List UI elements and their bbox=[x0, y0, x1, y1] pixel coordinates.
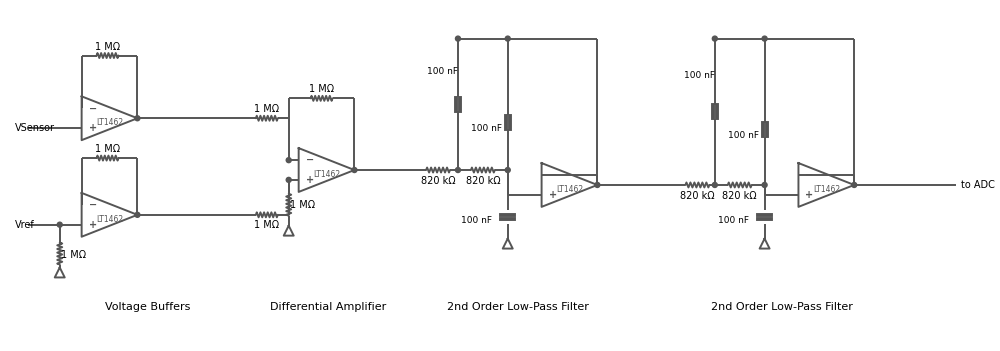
Text: 1 MΩ: 1 MΩ bbox=[95, 41, 120, 52]
Text: 820 kΩ: 820 kΩ bbox=[466, 176, 500, 186]
Text: 1 MΩ: 1 MΩ bbox=[254, 220, 279, 230]
Circle shape bbox=[712, 36, 717, 41]
Circle shape bbox=[286, 177, 291, 183]
Text: LT1462: LT1462 bbox=[313, 170, 340, 179]
Text: 820 kΩ: 820 kΩ bbox=[680, 191, 715, 201]
Text: LT1462: LT1462 bbox=[556, 185, 583, 194]
Text: 1 MΩ: 1 MΩ bbox=[290, 200, 315, 210]
Circle shape bbox=[505, 167, 510, 172]
Circle shape bbox=[57, 222, 62, 227]
Circle shape bbox=[762, 183, 767, 187]
Text: 1 MΩ: 1 MΩ bbox=[309, 84, 334, 94]
Text: 100 nF: 100 nF bbox=[461, 216, 492, 225]
Text: 1 MΩ: 1 MΩ bbox=[95, 144, 120, 154]
Text: −: − bbox=[549, 170, 557, 180]
Circle shape bbox=[595, 183, 600, 187]
Text: −: − bbox=[89, 200, 97, 210]
Text: −: − bbox=[805, 170, 814, 180]
Circle shape bbox=[762, 36, 767, 41]
Text: −: − bbox=[306, 155, 314, 165]
Text: Voltage Buffers: Voltage Buffers bbox=[105, 303, 190, 312]
Text: +: + bbox=[89, 123, 97, 133]
Text: +: + bbox=[549, 190, 557, 200]
Text: 820 kΩ: 820 kΩ bbox=[722, 191, 757, 201]
Circle shape bbox=[455, 36, 460, 41]
Circle shape bbox=[505, 36, 510, 41]
Text: LT1462: LT1462 bbox=[813, 185, 840, 194]
Circle shape bbox=[455, 167, 460, 172]
Text: Differential Amplifier: Differential Amplifier bbox=[270, 303, 387, 312]
Text: 100 nF: 100 nF bbox=[684, 71, 715, 80]
Text: 820 kΩ: 820 kΩ bbox=[421, 176, 455, 186]
Text: +: + bbox=[306, 175, 314, 185]
Circle shape bbox=[286, 158, 291, 163]
Text: Vref: Vref bbox=[15, 220, 35, 230]
Text: −: − bbox=[89, 104, 97, 113]
Text: 100 nF: 100 nF bbox=[471, 124, 502, 133]
Text: 100 nF: 100 nF bbox=[427, 67, 458, 76]
Circle shape bbox=[135, 116, 140, 121]
Text: LT1462: LT1462 bbox=[96, 118, 123, 127]
Text: LT1462: LT1462 bbox=[96, 215, 123, 224]
Text: +: + bbox=[89, 220, 97, 230]
Text: 100 nF: 100 nF bbox=[718, 216, 749, 225]
Circle shape bbox=[135, 212, 140, 217]
Text: +: + bbox=[805, 190, 814, 200]
Text: VSensor: VSensor bbox=[15, 123, 55, 133]
Circle shape bbox=[352, 167, 357, 172]
Text: 2nd Order Low-Pass Filter: 2nd Order Low-Pass Filter bbox=[711, 303, 852, 312]
Circle shape bbox=[852, 183, 857, 187]
Text: to ADC: to ADC bbox=[961, 180, 995, 190]
Text: 100 nF: 100 nF bbox=[728, 131, 759, 140]
Text: 1 MΩ: 1 MΩ bbox=[254, 104, 279, 114]
Text: 2nd Order Low-Pass Filter: 2nd Order Low-Pass Filter bbox=[447, 303, 589, 312]
Text: 1 MΩ: 1 MΩ bbox=[61, 250, 86, 259]
Circle shape bbox=[712, 183, 717, 187]
